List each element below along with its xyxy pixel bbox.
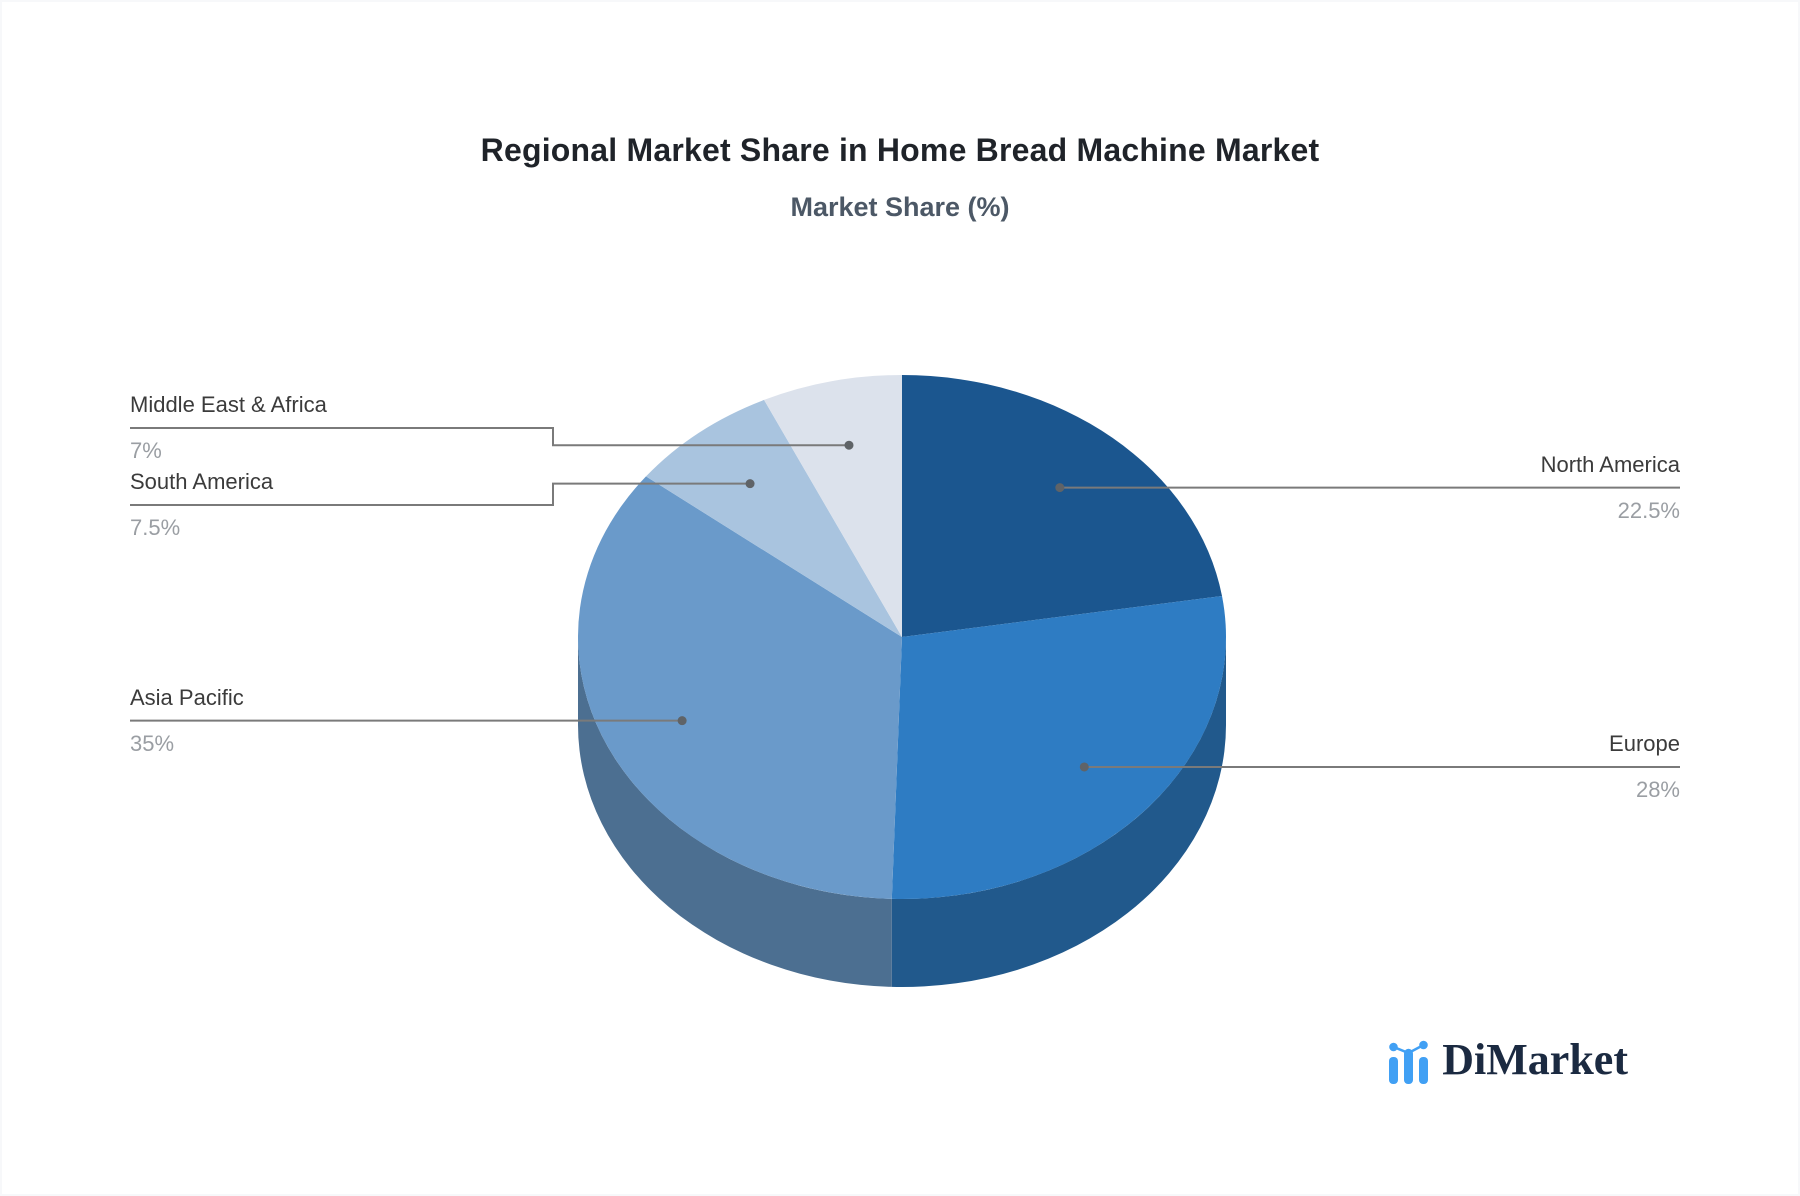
slice-value: 28% (1635, 776, 1680, 802)
leader-dot-middle-east-africa (844, 440, 854, 450)
pie-slice-side-asia-pacific (578, 637, 892, 987)
slice-label: Asia Pacific (130, 684, 244, 710)
leader-dot-asia-pacific (677, 716, 687, 726)
pie-slice-side-europe (891, 637, 1226, 987)
slice-value: 7.5% (130, 515, 181, 540)
brand-name: DiMarket (1442, 1035, 1628, 1084)
leader-dot-south-america (745, 479, 755, 489)
slice-value: 22.5% (1617, 497, 1680, 523)
pie-slice-south-america[interactable] (645, 399, 902, 637)
pie-slice-north-america[interactable] (902, 375, 1223, 637)
slice-label: Europe (1609, 730, 1680, 756)
slice-value: 7% (130, 438, 162, 463)
leader-line-south-america (130, 482, 751, 506)
pie-slice-asia-pacific[interactable] (578, 476, 902, 899)
bar-line-chart-icon (1389, 1040, 1429, 1084)
slice-label: Middle East & Africa (130, 392, 327, 417)
leader-dot-north-america (1055, 483, 1065, 493)
brand-logo: DiMarket (1388, 1036, 1628, 1084)
slice-label: South America (130, 469, 274, 494)
slice-value: 35% (130, 730, 175, 756)
pie-slice-middle-east-africa[interactable] (764, 375, 902, 637)
leader-dot-europe (1079, 762, 1089, 772)
pie-slice-europe[interactable] (891, 596, 1226, 899)
leader-line-middle-east-africa (130, 427, 849, 447)
slice-label: North America (1540, 451, 1680, 477)
chart-title: Regional Market Share in Home Bread Mach… (480, 132, 1320, 168)
chart-subtitle: Market Share (%) (790, 192, 1010, 222)
